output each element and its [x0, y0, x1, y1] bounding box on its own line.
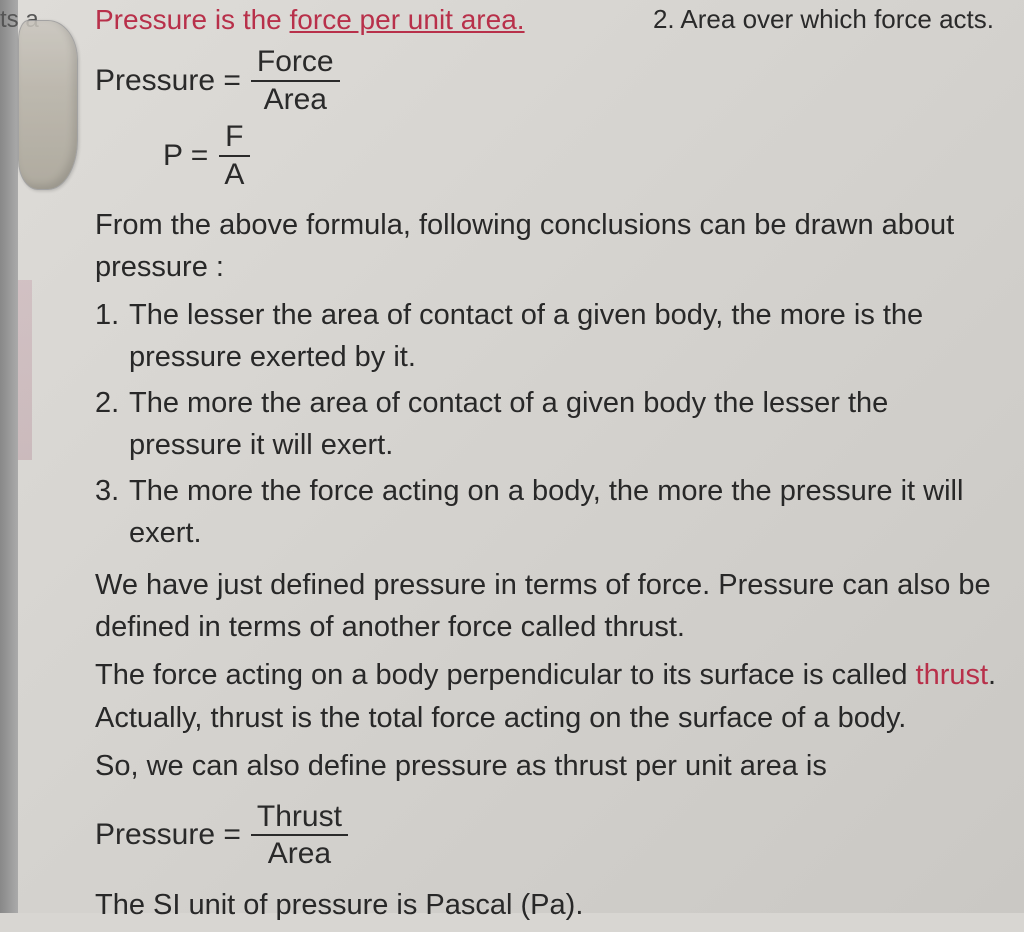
list-number: 3.: [95, 470, 129, 554]
thrust-keyword: thrust: [916, 659, 989, 691]
fraction-denominator: Area: [258, 82, 333, 116]
formula-symbols: P = F A: [95, 121, 1004, 190]
page-scan: ts a Pressure is the force per unit area…: [0, 0, 1024, 913]
formula-lhs-2: P =: [163, 139, 208, 173]
thrust-def-part-a: The force acting on a body perpendicular…: [95, 659, 916, 691]
formula-lhs-1: Pressure =: [95, 64, 241, 98]
thumb-illustration: [18, 20, 78, 190]
formula-words: Pressure = Force Area: [95, 46, 1004, 115]
formula-thrust: Pressure = Thrust Area: [95, 801, 1004, 870]
list-text: The lesser the area of contact of a give…: [129, 294, 1004, 378]
top-row: Pressure is the force per unit area. 2. …: [95, 4, 1004, 36]
formula2-lhs: Pressure =: [95, 818, 241, 852]
fraction-denominator: A: [218, 157, 250, 191]
definition-underlined: force per unit area.: [290, 4, 525, 35]
conclusions-list: 1. The lesser the area of contact of a g…: [95, 294, 1004, 554]
list-text: The more the area of contact of a given …: [129, 382, 1004, 466]
list-item: 1. The lesser the area of contact of a g…: [95, 294, 1004, 378]
dependency-point-2: 2. Area over which force acts.: [653, 4, 994, 35]
fraction-numerator: Force: [251, 46, 340, 82]
fraction-numerator: F: [219, 121, 249, 157]
intro-text: From the above formula, following conclu…: [95, 204, 1004, 288]
list-item: 2. The more the area of contact of a giv…: [95, 382, 1004, 466]
fraction-f-a: F A: [218, 121, 250, 190]
fraction-thrust-area: Thrust Area: [251, 801, 348, 870]
content-area: Pressure is the force per unit area. 2. …: [95, 0, 1004, 932]
paragraph-thrust-intro: We have just defined pressure in terms o…: [95, 564, 1004, 648]
fraction-force-area: Force Area: [251, 46, 340, 115]
formula-block: Pressure = Force Area P = F A: [95, 46, 1004, 190]
paragraph-pressure-thrust: So, we can also define pressure as thrus…: [95, 745, 1004, 787]
list-text: The more the force acting on a body, the…: [129, 470, 1004, 554]
definition-prefix: Pressure is the: [95, 4, 290, 35]
list-number: 1.: [95, 294, 129, 378]
fraction-denominator: Area: [262, 836, 337, 870]
left-color-strip: [18, 280, 32, 460]
page-left-edge: [0, 0, 18, 913]
fraction-numerator: Thrust: [251, 801, 348, 837]
pressure-definition: Pressure is the force per unit area.: [95, 4, 525, 36]
paragraph-thrust-definition: The force acting on a body perpendicular…: [95, 654, 1004, 738]
list-number: 2.: [95, 382, 129, 466]
list-item: 3. The more the force acting on a body, …: [95, 470, 1004, 554]
si-unit-text: The SI unit of pressure is Pascal (Pa).: [95, 884, 1004, 926]
